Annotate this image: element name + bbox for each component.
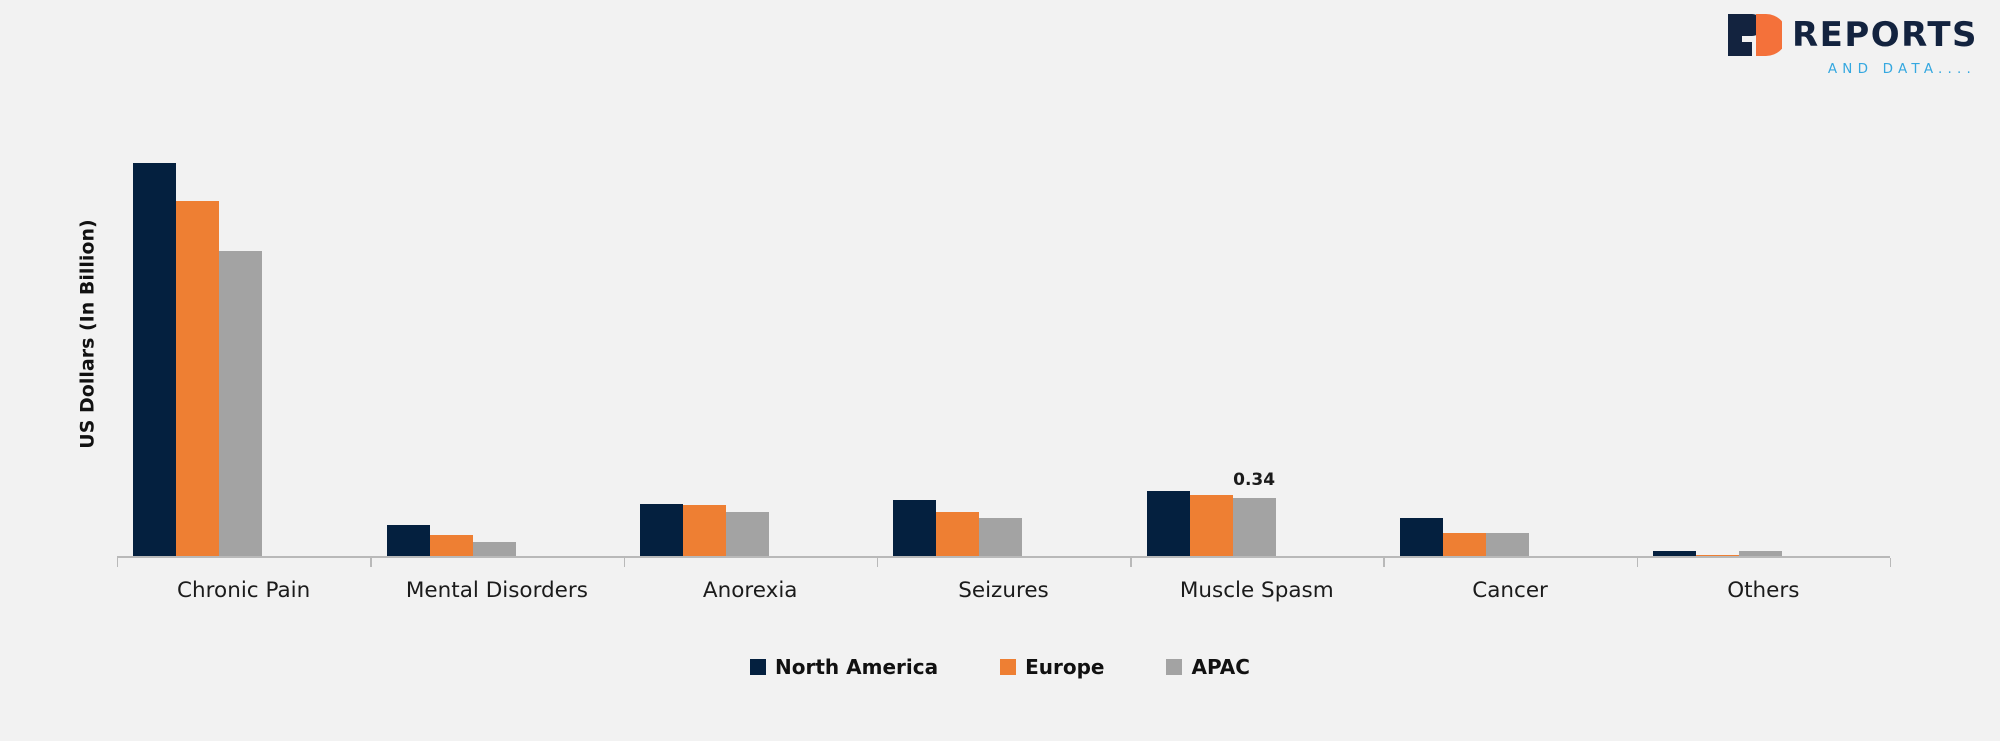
bar — [219, 250, 263, 558]
bar-group — [1637, 110, 1890, 558]
legend-item[interactable]: North America — [750, 655, 938, 679]
x-axis-line — [117, 556, 1890, 558]
logo-wordmark: REPORTS — [1791, 15, 1978, 55]
x-axis-tick — [1636, 558, 1639, 567]
bar — [1442, 533, 1486, 558]
x-axis-tick — [1890, 558, 1892, 567]
legend-label: North America — [775, 655, 939, 679]
x-axis-label: Seizures — [958, 578, 1049, 603]
x-axis-tick — [1383, 558, 1385, 567]
legend-swatch-icon — [1166, 659, 1183, 675]
y-axis-title: US Dollars (In Billion) — [71, 110, 105, 558]
bar — [429, 535, 473, 558]
bar — [893, 500, 937, 558]
bar-cluster — [1399, 517, 1529, 558]
bar — [1232, 498, 1276, 558]
bar — [936, 512, 980, 558]
reports-and-data-logo: REPORTS AND DATA.... — [1726, 12, 1978, 77]
bar-cluster — [1653, 550, 1783, 558]
x-axis-labels: Chronic Pain Mental Disorders Anorexia Seiz… — [117, 578, 1890, 603]
bar-group — [117, 110, 370, 558]
x-axis-label: Chronic Pain — [177, 578, 311, 603]
legend-item[interactable]: Europe — [1000, 655, 1104, 679]
x-axis-tick — [623, 558, 625, 567]
bar — [133, 162, 177, 558]
bar-group — [1130, 110, 1383, 558]
bar-group — [624, 110, 877, 558]
rd-monogram-icon — [1726, 12, 1787, 58]
legend-label: APAC — [1191, 655, 1250, 679]
x-axis-label: Anorexia — [702, 578, 798, 603]
bar-cluster — [133, 162, 263, 558]
bar — [683, 505, 727, 558]
bar — [1653, 550, 1697, 558]
bar — [1399, 517, 1443, 558]
bar — [176, 201, 220, 558]
bar — [386, 524, 430, 558]
bar-group — [1383, 110, 1636, 558]
x-axis-label: Mental Disorders — [405, 578, 588, 603]
bar-groups — [117, 110, 1890, 558]
logo-row: REPORTS — [1726, 12, 1978, 58]
bar-group — [370, 110, 623, 558]
x-axis-label: Muscle Spasm — [1179, 578, 1334, 603]
legend-label: Europe — [1025, 655, 1105, 679]
x-axis-label: Cancer — [1472, 578, 1548, 603]
legend-swatch-icon — [1000, 659, 1017, 675]
bar-value-label: 0.34 — [1233, 470, 1276, 491]
bar — [1189, 494, 1233, 558]
bar — [1696, 554, 1740, 558]
x-axis-label: Others — [1727, 578, 1800, 603]
bar — [472, 542, 516, 558]
legend-item[interactable]: APAC — [1166, 655, 1250, 679]
bar-cluster — [893, 500, 1023, 558]
bar-cluster — [640, 503, 770, 558]
bar — [640, 503, 684, 558]
x-axis-tick — [876, 558, 879, 567]
x-axis-tick — [370, 558, 372, 567]
bar-cluster — [386, 524, 516, 558]
bar — [1485, 533, 1529, 558]
bar-cluster — [1146, 491, 1276, 558]
plot-area: 0.34 — [117, 110, 1892, 567]
bar — [1739, 550, 1783, 558]
x-axis-tick — [117, 558, 119, 567]
bar-group — [877, 110, 1130, 558]
y-axis-title-text: US Dollars (In Billion) — [77, 219, 100, 449]
bar — [979, 517, 1023, 558]
bar — [726, 512, 770, 558]
bar — [1146, 491, 1190, 558]
x-axis-tick — [1130, 558, 1132, 567]
rd-monogram-svg — [1727, 14, 1787, 56]
logo-tagline: AND DATA.... — [1827, 61, 1976, 77]
chart-legend: North America Europe APAC — [0, 655, 2000, 679]
legend-swatch-icon — [750, 659, 767, 675]
